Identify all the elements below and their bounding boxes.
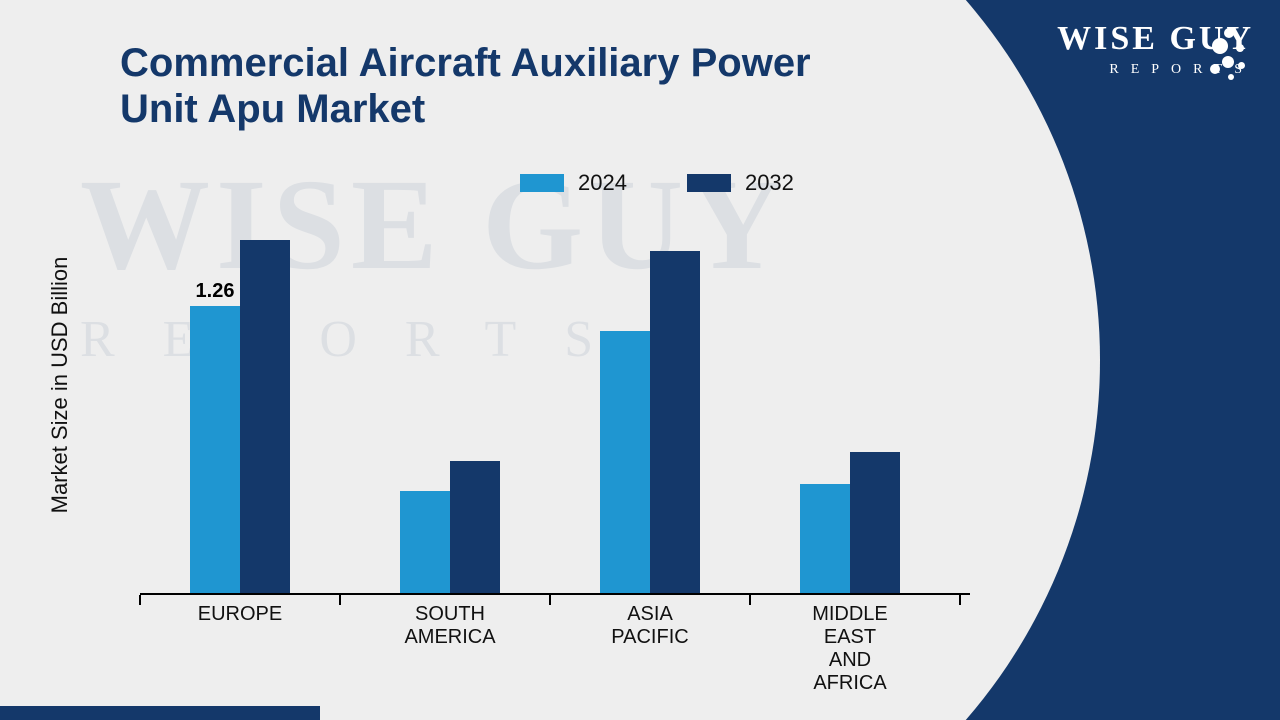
bar-group: MIDDLE EAST AND AFRICA	[780, 183, 920, 593]
bar-value-label: 1.26	[196, 280, 235, 303]
brand-name: WISE GUY	[1057, 22, 1254, 56]
bar	[240, 240, 290, 593]
bar	[400, 491, 450, 594]
x-axis-line	[140, 593, 970, 595]
bar: 1.26	[190, 306, 240, 593]
bottom-accent-bar	[0, 706, 320, 720]
category-label: EUROPE	[170, 603, 310, 626]
bar	[650, 251, 700, 593]
bar	[850, 452, 900, 593]
x-axis-tick	[749, 595, 751, 605]
chart: Market Size in USD Billion 1.26EUROPESOU…	[100, 175, 970, 595]
x-axis-tick	[139, 595, 141, 605]
bar-pair	[600, 183, 700, 593]
x-axis-tick	[339, 595, 341, 605]
bar-pair	[400, 183, 500, 593]
page-title: Commercial Aircraft Auxiliary Power Unit…	[120, 40, 860, 132]
x-axis-tick	[549, 595, 551, 605]
bar	[600, 331, 650, 593]
bar	[450, 461, 500, 593]
bar	[800, 484, 850, 593]
brand-sub: REPORTS	[1057, 62, 1254, 78]
category-label: SOUTH AMERICA	[380, 603, 520, 649]
brand-logo: WISE GUY REPORTS	[1057, 22, 1254, 78]
bar-group: SOUTH AMERICA	[380, 183, 520, 593]
x-axis-tick	[959, 595, 961, 605]
canvas: WISE GUY REPORTS Commercial Aircraft Aux…	[0, 0, 1280, 720]
plot-area: 1.26EUROPE SOUTH AMERICA ASIA PACIFIC MIDDL…	[140, 185, 970, 595]
y-axis-label: Market Size in USD Billion	[47, 257, 73, 514]
bar-group: ASIA PACIFIC	[580, 183, 720, 593]
category-label: ASIA PACIFIC	[580, 603, 720, 649]
category-label: MIDDLE EAST AND AFRICA	[780, 603, 920, 695]
bar-pair	[800, 183, 900, 593]
bar-pair: 1.26	[190, 183, 290, 593]
bar-group: 1.26EUROPE	[170, 183, 310, 593]
